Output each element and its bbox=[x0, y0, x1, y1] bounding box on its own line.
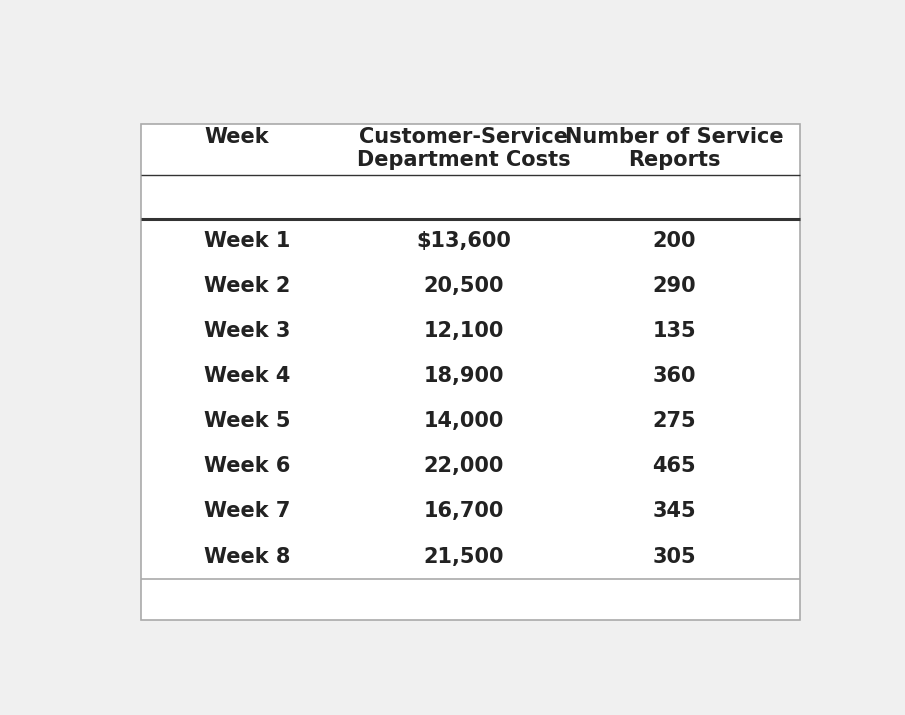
Text: 305: 305 bbox=[653, 546, 696, 566]
Text: 200: 200 bbox=[653, 230, 696, 250]
FancyBboxPatch shape bbox=[141, 124, 800, 620]
Text: Customer-Service
Department Costs: Customer-Service Department Costs bbox=[357, 127, 571, 170]
Text: $13,600: $13,600 bbox=[416, 230, 511, 250]
Text: Week: Week bbox=[205, 127, 269, 147]
Text: 290: 290 bbox=[653, 276, 696, 295]
Text: Week 2: Week 2 bbox=[205, 276, 291, 295]
Text: 135: 135 bbox=[653, 321, 696, 341]
Text: 20,500: 20,500 bbox=[424, 276, 504, 295]
Text: Week 1: Week 1 bbox=[205, 230, 291, 250]
Text: 16,700: 16,700 bbox=[424, 501, 504, 521]
Text: 345: 345 bbox=[653, 501, 696, 521]
Text: Week 6: Week 6 bbox=[205, 456, 291, 476]
Text: Week 5: Week 5 bbox=[205, 411, 291, 431]
Text: 14,000: 14,000 bbox=[424, 411, 504, 431]
Text: Number of Service
Reports: Number of Service Reports bbox=[565, 127, 784, 170]
Text: Week 4: Week 4 bbox=[205, 366, 291, 386]
Text: 465: 465 bbox=[653, 456, 696, 476]
Text: 275: 275 bbox=[653, 411, 696, 431]
Text: 21,500: 21,500 bbox=[424, 546, 504, 566]
Text: 360: 360 bbox=[653, 366, 696, 386]
Text: Week 3: Week 3 bbox=[205, 321, 291, 341]
Text: 18,900: 18,900 bbox=[424, 366, 504, 386]
Text: Week 8: Week 8 bbox=[205, 546, 291, 566]
Text: 22,000: 22,000 bbox=[424, 456, 504, 476]
Text: 12,100: 12,100 bbox=[424, 321, 504, 341]
Text: Week 7: Week 7 bbox=[205, 501, 291, 521]
